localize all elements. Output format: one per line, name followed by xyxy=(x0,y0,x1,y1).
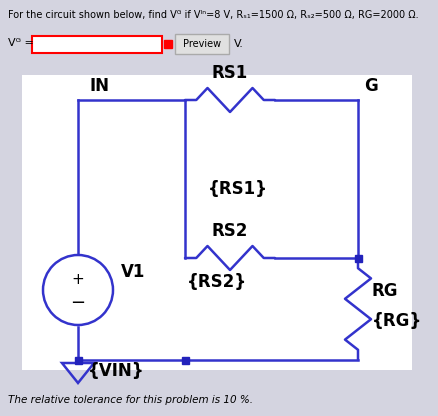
Text: RS1: RS1 xyxy=(212,64,247,82)
Text: {VIN}: {VIN} xyxy=(88,362,144,380)
Text: {RG}: {RG} xyxy=(371,312,421,330)
FancyBboxPatch shape xyxy=(32,36,162,53)
Bar xyxy=(354,255,361,262)
Text: RS2: RS2 xyxy=(211,222,247,240)
Text: V1: V1 xyxy=(121,263,145,281)
Text: −: − xyxy=(70,294,85,312)
Text: +: + xyxy=(71,272,84,287)
Text: G: G xyxy=(363,77,377,95)
Text: For the circuit shown below, find Vᴳ if Vᴵⁿ=8 V, Rₛ₁=1500 Ω, Rₛ₂=500 Ω, RG=2000 : For the circuit shown below, find Vᴳ if … xyxy=(8,10,418,20)
Bar xyxy=(164,40,172,48)
Text: The relative tolerance for this problem is 10 %.: The relative tolerance for this problem … xyxy=(8,395,252,405)
Bar xyxy=(75,357,82,364)
Bar xyxy=(182,357,189,364)
Text: RG: RG xyxy=(371,282,398,300)
Text: V.: V. xyxy=(233,39,244,49)
Text: {RS2}: {RS2} xyxy=(187,273,247,291)
Text: Vᴳ =: Vᴳ = xyxy=(8,38,34,48)
Text: IN: IN xyxy=(90,77,110,95)
Bar xyxy=(22,75,411,370)
Text: {RS1}: {RS1} xyxy=(208,180,267,198)
Text: Preview: Preview xyxy=(183,39,221,49)
FancyBboxPatch shape xyxy=(175,34,229,54)
